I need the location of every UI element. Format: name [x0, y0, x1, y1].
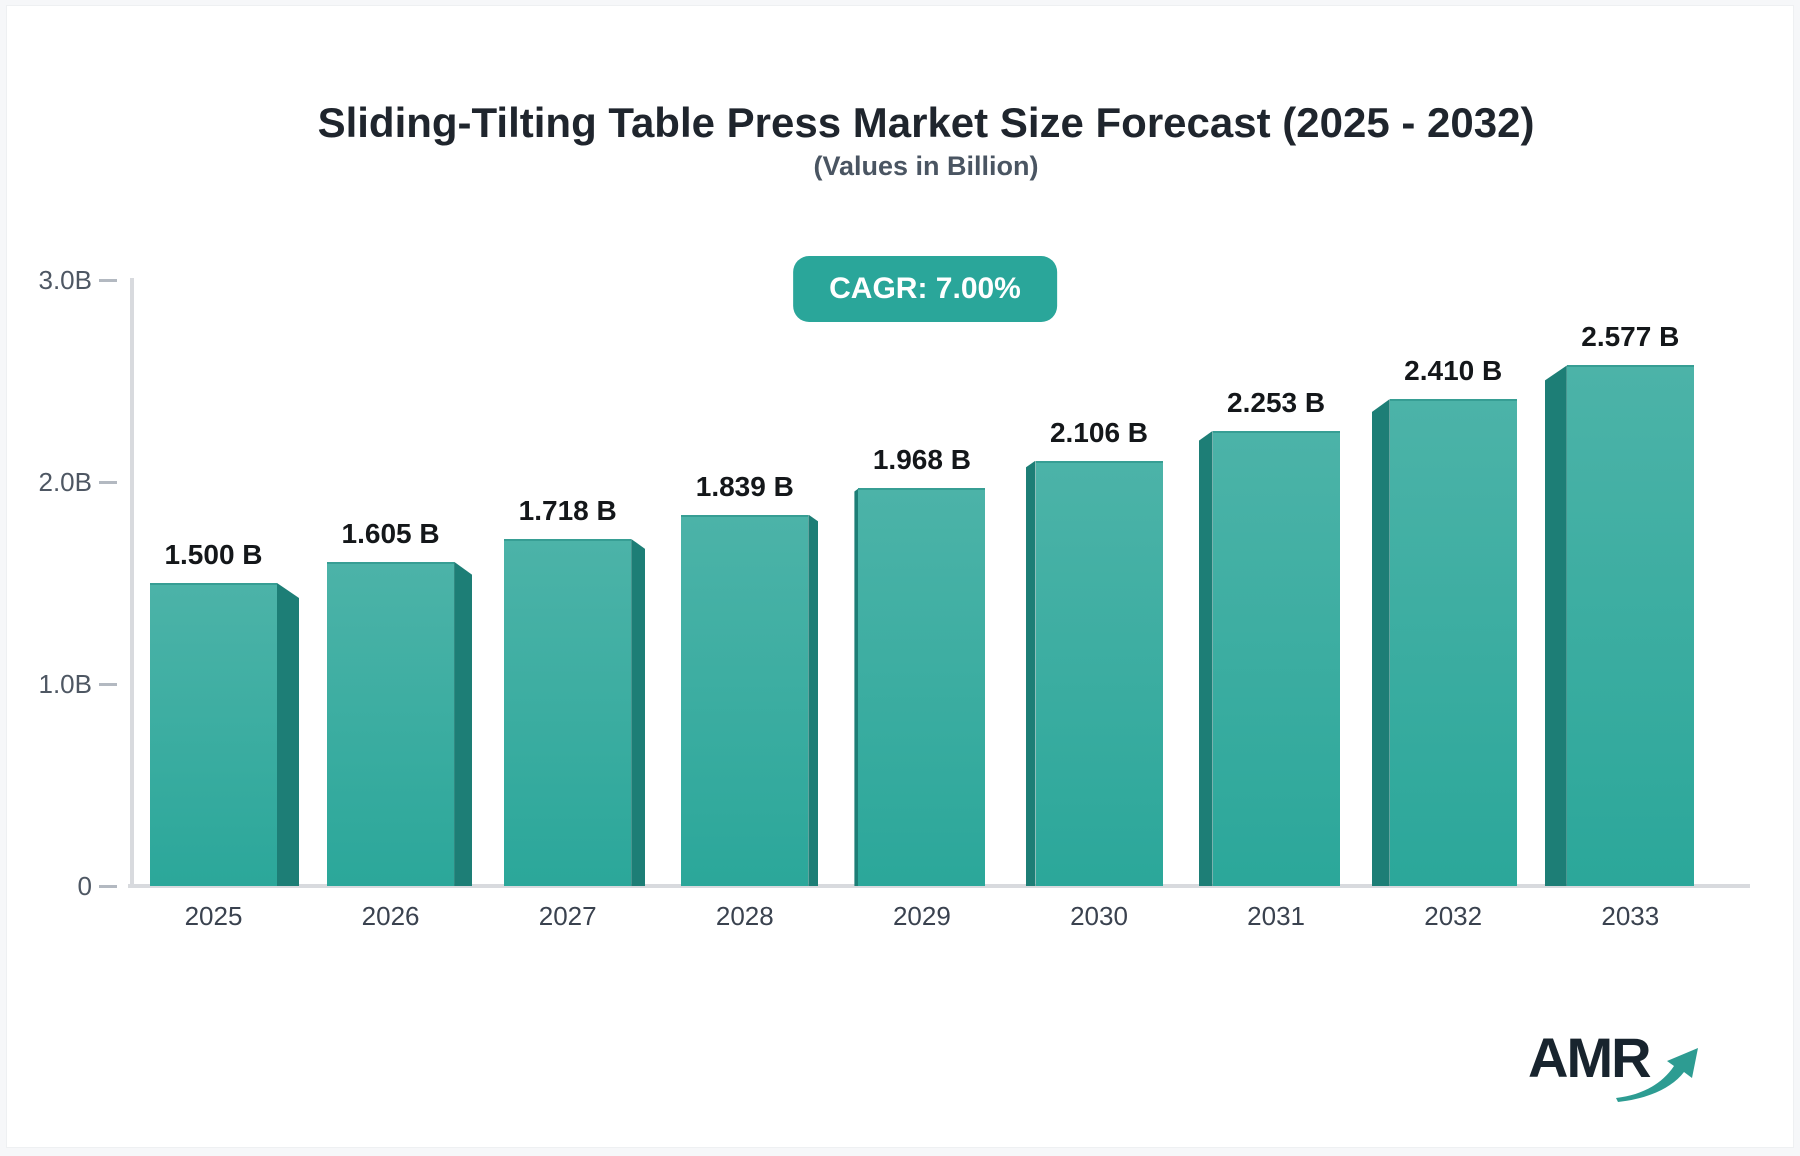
x-axis-baseline — [128, 884, 1750, 888]
y-axis-tick-label: 2.0B — [38, 467, 93, 497]
bar-value-label-2032: 2.410 B — [1404, 355, 1503, 387]
bar-side-panel-2026 — [454, 561, 473, 886]
bar-2031 — [1212, 430, 1340, 886]
growth-arrow-icon — [1616, 1048, 1698, 1102]
bar-side-panel-2031 — [1198, 430, 1213, 886]
bar-2032 — [1389, 399, 1517, 886]
x-axis-label-2025: 2025 — [184, 901, 243, 931]
bar-2029 — [858, 488, 986, 886]
cagr-badge-label: CAGR: 7.00% — [829, 272, 1021, 305]
x-axis-label-2033: 2033 — [1601, 901, 1660, 931]
bar-side-panel-2032 — [1371, 399, 1390, 886]
x-axis-label-2028: 2028 — [715, 901, 774, 931]
x-axis-label-2032: 2032 — [1424, 901, 1483, 931]
x-axis-label-2030: 2030 — [1070, 901, 1128, 931]
y-axis-tick-label: 0 — [77, 871, 92, 901]
y-axis-line — [130, 278, 134, 888]
x-axis-label-2026: 2026 — [361, 901, 420, 931]
y-axis-tick-mark — [99, 279, 117, 282]
chart-title: Sliding-Tilting Table Press Market Size … — [317, 99, 1535, 146]
chart-subtitle: (Values in Billion) — [813, 151, 1039, 181]
y-axis-tick-label: 3.0B — [38, 265, 93, 295]
bar-value-label-2029: 1.968 B — [872, 444, 971, 476]
bar-value-label-2033: 2.577 B — [1581, 321, 1680, 353]
bar-2028 — [681, 514, 809, 886]
bar-value-label-2030: 2.106 B — [1049, 416, 1149, 448]
bar-2025 — [150, 583, 277, 886]
bar-value-label-2027: 1.718 B — [518, 494, 617, 526]
bar-value-label-2026: 1.605 B — [341, 517, 440, 549]
y-axis-tick-label: 1.0B — [38, 669, 93, 699]
x-axis-label-2031: 2031 — [1247, 901, 1306, 931]
amr-logo-text: AMR — [1528, 1026, 1652, 1089]
bar-value-label-2028: 1.839 B — [695, 470, 794, 502]
bar-side-panel-2030 — [1025, 460, 1036, 886]
bar-value-label-2025: 1.500 B — [164, 539, 263, 570]
x-axis-label-2029: 2029 — [892, 901, 951, 931]
bar-2033 — [1566, 365, 1694, 886]
bar-2030 — [1035, 460, 1163, 886]
y-axis-tick-mark — [99, 683, 117, 686]
bar-2026 — [327, 561, 455, 886]
y-axis-tick-mark — [99, 481, 117, 484]
bar-side-panel-2027 — [631, 538, 646, 886]
cagr-badge: CAGR: 7.00% — [793, 256, 1057, 322]
bar-2027 — [504, 538, 632, 886]
bar-side-panel-2028 — [808, 514, 819, 886]
bar-value-label-2031: 2.253 B — [1227, 386, 1326, 418]
y-axis-tick-mark — [99, 885, 117, 888]
amr-logo: AMR — [1528, 1030, 1728, 1110]
bar-side-panel-2025 — [277, 583, 299, 886]
bar-side-panel-2029 — [854, 488, 859, 886]
x-axis-label-2027: 2027 — [538, 901, 597, 931]
bar-side-panel-2033 — [1544, 365, 1567, 886]
